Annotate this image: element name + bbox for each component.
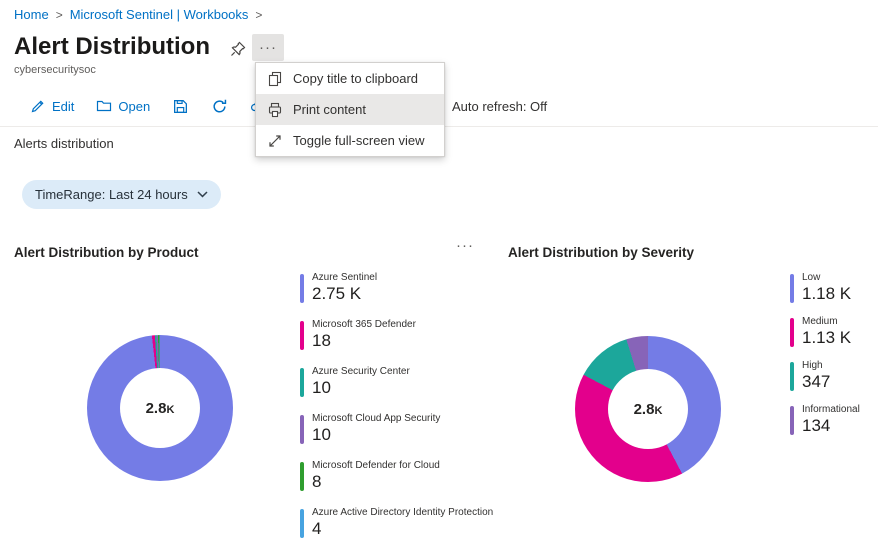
legend-value: 1.13 K — [802, 328, 852, 347]
legend-color-bar — [790, 318, 794, 347]
legend-item: Microsoft Defender for Cloud 8 — [300, 460, 493, 491]
breadcrumb-link-sentinel-workbooks[interactable]: Microsoft Sentinel | Workbooks — [69, 7, 249, 22]
legend-label: Low — [802, 272, 821, 283]
legend-item: Azure Sentinel 2.75 K — [300, 272, 493, 303]
workbook-subscription-label: cybersecuritysoc — [14, 64, 96, 76]
menu-item-toggle-fullscreen[interactable]: Toggle full-screen view — [256, 125, 444, 156]
copy-icon — [267, 71, 283, 87]
menu-item-label: Print content — [293, 102, 366, 117]
legend-value: 10 — [312, 425, 331, 444]
save-button[interactable] — [172, 98, 189, 115]
legend-value: 134 — [802, 416, 831, 435]
legend-item: Azure Security Center 10 — [300, 366, 493, 397]
workbook-toolbar: Edit Open — [30, 93, 268, 119]
legend-label: Microsoft 365 Defender — [312, 319, 416, 330]
title-context-menu: Copy title to clipboard Print content To… — [255, 62, 445, 157]
legend-value: 10 — [312, 378, 331, 397]
breadcrumb: Home > Microsoft Sentinel | Workbooks > — [14, 7, 262, 22]
legend-value: 2.75 K — [312, 284, 362, 303]
chart-title-product: Alert Distribution by Product — [14, 245, 199, 260]
donut-product-total: 2.8 K — [145, 399, 175, 417]
legend-color-bar — [790, 362, 794, 391]
legend-color-bar — [300, 509, 304, 538]
legend-value: 4 — [312, 519, 322, 538]
legend-color-bar — [300, 462, 304, 491]
legend-severity: Low 1.18 K Medium 1.13 K High 347 Inform… — [790, 272, 860, 448]
open-button[interactable]: Open — [96, 98, 150, 114]
time-range-label: TimeRange: Last 24 hours — [35, 187, 188, 202]
legend-value: 8 — [312, 472, 322, 491]
pin-button[interactable] — [228, 39, 248, 59]
chevron-down-icon — [197, 191, 208, 198]
legend-color-bar — [790, 406, 794, 435]
legend-item: Medium 1.13 K — [790, 316, 860, 347]
fullscreen-icon — [267, 133, 283, 149]
edit-button-label: Edit — [52, 98, 75, 114]
legend-label: Azure Active Directory Identity Protecti… — [312, 507, 494, 518]
donut-severity-total: 2.8 K — [633, 400, 663, 418]
breadcrumb-link-home[interactable]: Home — [14, 7, 49, 22]
more-options-icon: ··· — [259, 39, 277, 56]
menu-item-label: Toggle full-screen view — [293, 133, 425, 148]
printer-icon — [267, 102, 283, 118]
legend-color-bar — [300, 415, 304, 444]
legend-item: Azure Active Directory Identity Protecti… — [300, 507, 493, 538]
legend-label: High — [802, 360, 823, 371]
legend-item: Informational 134 — [790, 404, 860, 435]
auto-refresh-status: Auto refresh: Off — [452, 99, 548, 114]
legend-item: Microsoft Cloud App Security 10 — [300, 413, 493, 444]
open-button-label: Open — [118, 98, 151, 114]
legend-label: Microsoft Defender for Cloud — [312, 460, 440, 471]
donut-chart-product[interactable]: 2.8 K — [87, 335, 233, 481]
legend-value: 1.18 K — [802, 284, 852, 303]
legend-item: Low 1.18 K — [790, 272, 860, 303]
edit-button[interactable]: Edit — [30, 98, 74, 114]
legend-label: Azure Sentinel — [312, 272, 378, 283]
legend-item: Microsoft 365 Defender 18 — [300, 319, 493, 350]
page-title: Alert Distribution — [14, 33, 210, 60]
folder-icon — [96, 98, 112, 114]
refresh-icon — [211, 98, 228, 115]
legend-color-bar — [300, 368, 304, 397]
legend-value: 347 — [802, 372, 831, 391]
legend-product: Azure Sentinel 2.75 K Microsoft 365 Defe… — [300, 272, 493, 554]
refresh-button[interactable] — [211, 98, 228, 115]
pencil-icon — [30, 98, 46, 114]
menu-item-label: Copy title to clipboard — [293, 71, 419, 86]
pin-icon — [230, 41, 246, 57]
breadcrumb-separator: > — [55, 7, 63, 22]
title-more-options-button[interactable]: ··· — [252, 34, 284, 61]
product-chart-options-button[interactable]: ··· — [456, 237, 474, 254]
time-range-pill[interactable]: TimeRange: Last 24 hours — [22, 180, 221, 209]
legend-color-bar — [300, 274, 304, 303]
menu-item-print-content[interactable]: Print content — [256, 94, 444, 125]
legend-color-bar — [300, 321, 304, 350]
donut-chart-severity[interactable]: 2.8 K — [575, 336, 721, 482]
breadcrumb-separator: > — [255, 7, 263, 22]
legend-label: Medium — [802, 316, 838, 327]
chart-title-severity: Alert Distribution by Severity — [508, 245, 695, 260]
save-icon — [172, 98, 189, 115]
alerts-distribution-label: Alerts distribution — [14, 136, 114, 151]
legend-label: Microsoft Cloud App Security — [312, 413, 441, 424]
legend-label: Azure Security Center — [312, 366, 410, 377]
legend-label: Informational — [802, 404, 860, 415]
legend-color-bar — [790, 274, 794, 303]
menu-item-copy-title[interactable]: Copy title to clipboard — [256, 63, 444, 94]
legend-value: 18 — [312, 331, 331, 350]
legend-item: High 347 — [790, 360, 860, 391]
